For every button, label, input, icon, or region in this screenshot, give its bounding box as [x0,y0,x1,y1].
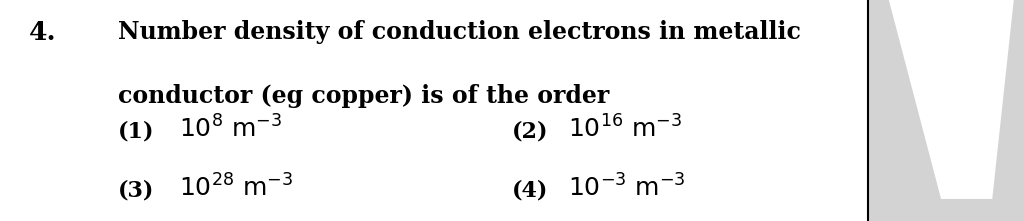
Text: (2): (2) [512,120,549,143]
Bar [868,0,1024,221]
Text: Number density of conduction electrons in metallic: Number density of conduction electrons i… [118,20,801,44]
Text: (1): (1) [118,120,155,143]
Text: $10^{16}\ \mathrm{m}^{-3}$: $10^{16}\ \mathrm{m}^{-3}$ [568,115,682,143]
Polygon shape [941,0,1014,199]
Text: (4): (4) [512,179,549,201]
Text: (3): (3) [118,179,155,201]
Text: $10^8\ \mathrm{m}^{-3}$: $10^8\ \mathrm{m}^{-3}$ [179,115,283,143]
Text: 4.: 4. [29,20,56,45]
Text: $10^{28}\ \mathrm{m}^{-3}$: $10^{28}\ \mathrm{m}^{-3}$ [179,174,293,201]
Polygon shape [889,0,992,199]
Text: conductor (eg copper) is of the order: conductor (eg copper) is of the order [118,84,609,108]
Text: $10^{-3}\ \mathrm{m}^{-3}$: $10^{-3}\ \mathrm{m}^{-3}$ [568,174,686,201]
